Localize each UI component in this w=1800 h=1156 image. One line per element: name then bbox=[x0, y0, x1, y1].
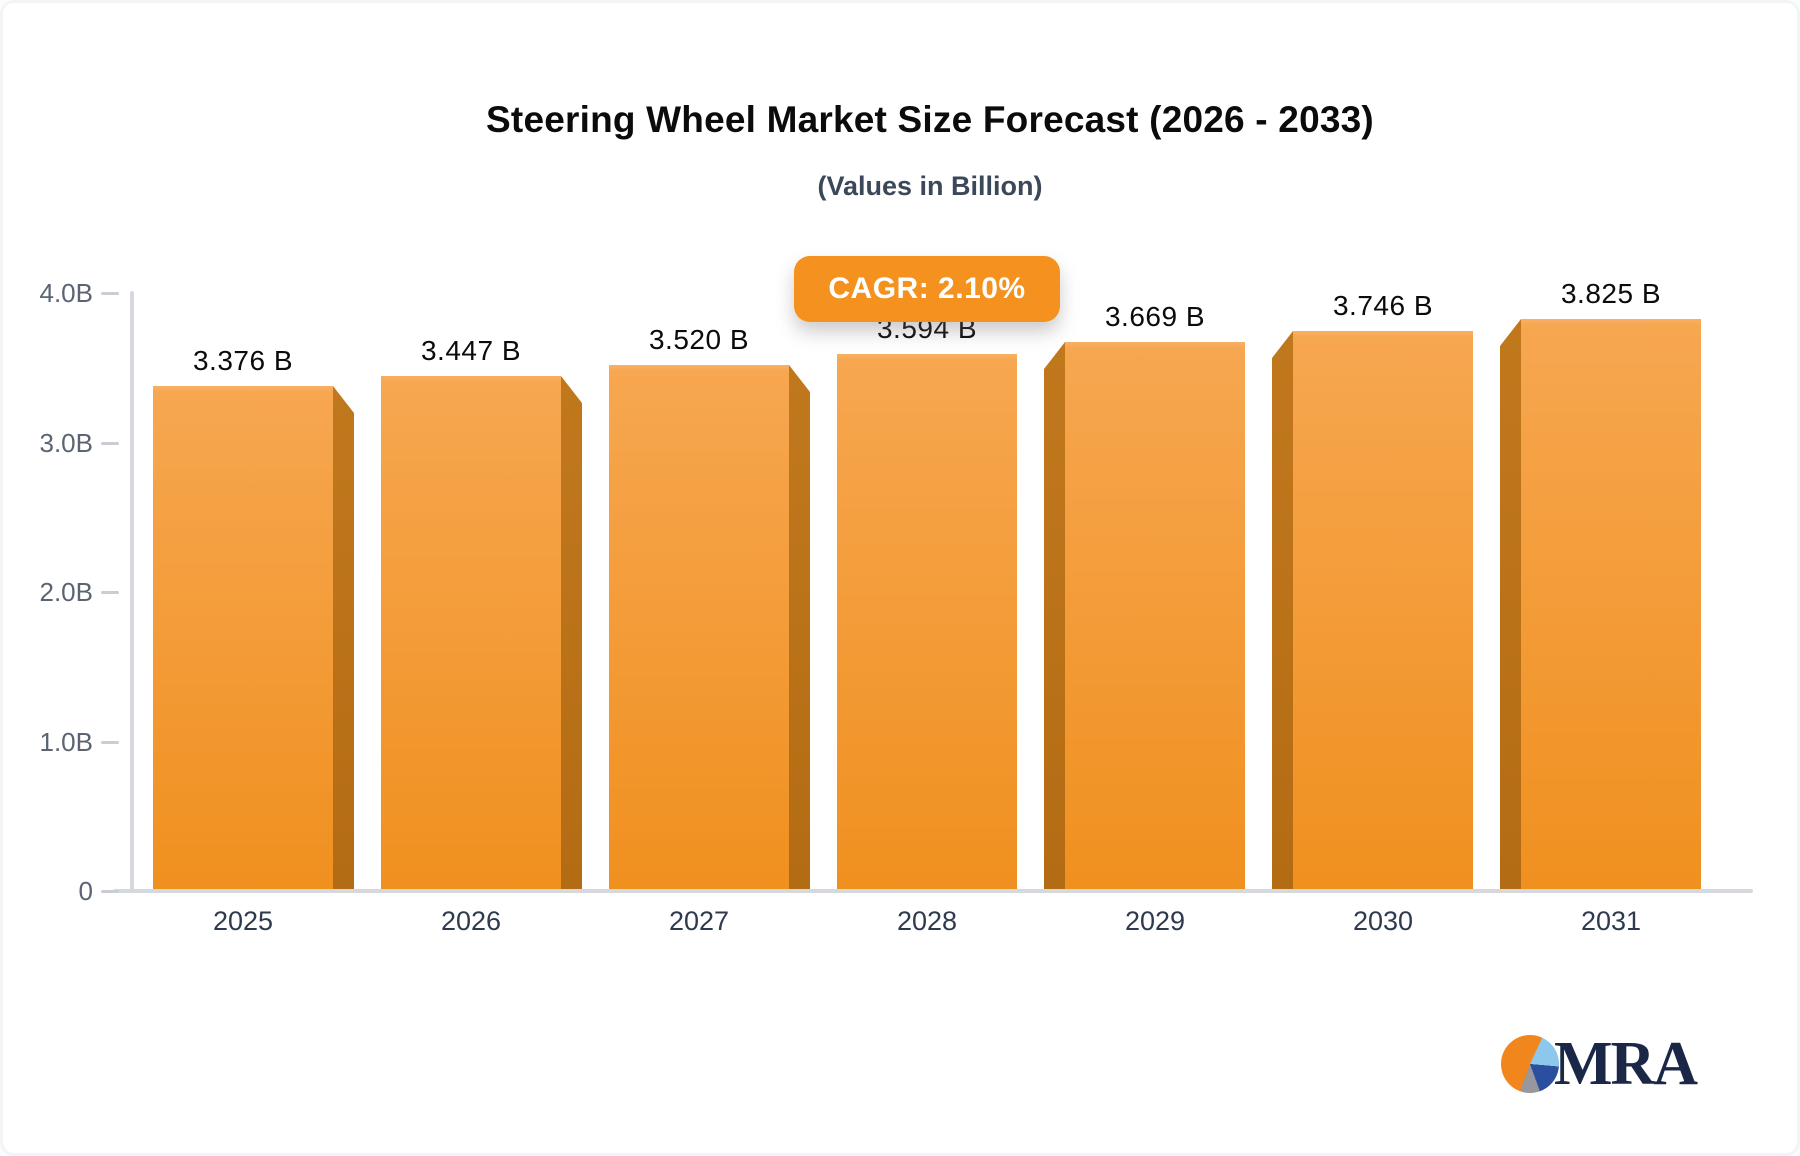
bar-side bbox=[1044, 342, 1065, 889]
bar-value-label: 3.447 B bbox=[420, 335, 522, 366]
bar-value-label: 3.520 B bbox=[648, 324, 750, 355]
logo: MRA bbox=[1501, 1030, 1698, 1098]
cagr-badge: CAGR: 2.10% bbox=[794, 256, 1060, 322]
bar bbox=[837, 354, 1017, 889]
bar-side bbox=[1272, 331, 1293, 889]
x-tick-label: 2028 bbox=[896, 906, 958, 936]
x-tick-label: 2030 bbox=[1352, 906, 1414, 936]
bar bbox=[1293, 331, 1473, 889]
pie-chart-icon bbox=[1501, 1035, 1559, 1093]
x-tick-label: 2027 bbox=[668, 906, 730, 936]
y-tick-label: 4.0B bbox=[39, 278, 94, 308]
x-tick-label: 2025 bbox=[212, 906, 274, 936]
y-tick-label: 1.0B bbox=[39, 727, 94, 757]
bar-value-label: 3.376 B bbox=[192, 345, 294, 376]
y-tick bbox=[101, 591, 119, 594]
bar bbox=[153, 386, 333, 889]
y-tick bbox=[101, 442, 119, 445]
bar bbox=[1521, 319, 1701, 889]
bar bbox=[381, 376, 561, 889]
y-tick-label: 3.0B bbox=[39, 428, 94, 458]
bar-value-label: 3.825 B bbox=[1560, 278, 1662, 309]
y-tick bbox=[101, 741, 119, 744]
bar-value-label: 3.669 B bbox=[1104, 301, 1206, 332]
bar-value-label: 3.746 B bbox=[1332, 290, 1434, 321]
bar-side bbox=[561, 376, 582, 889]
bar-side bbox=[333, 386, 354, 889]
plot-area: 4.0B 3.0B 2.0B 1.0B 0 3.376 B 2025 3.447 B 2026 3… bbox=[3, 3, 1797, 1153]
chart-title: Steering Wheel Market Size Forecast (202… bbox=[486, 99, 1374, 140]
x-tick-label: 2031 bbox=[1580, 906, 1642, 936]
x-tick-label: 2029 bbox=[1124, 906, 1186, 936]
bar-side bbox=[1500, 319, 1521, 889]
y-tick bbox=[101, 890, 119, 893]
y-tick-label: 0 bbox=[78, 876, 93, 906]
chart-subtitle: (Values in Billion) bbox=[817, 171, 1043, 201]
y-tick bbox=[101, 292, 119, 295]
bar-side bbox=[789, 365, 810, 889]
y-axis-line bbox=[130, 291, 134, 891]
y-tick-label: 2.0B bbox=[39, 577, 94, 607]
bar bbox=[609, 365, 789, 889]
logo-text: MRA bbox=[1554, 1030, 1698, 1098]
x-tick-label: 2026 bbox=[440, 906, 502, 936]
x-axis-line bbox=[113, 889, 1753, 893]
bar bbox=[1065, 342, 1245, 889]
